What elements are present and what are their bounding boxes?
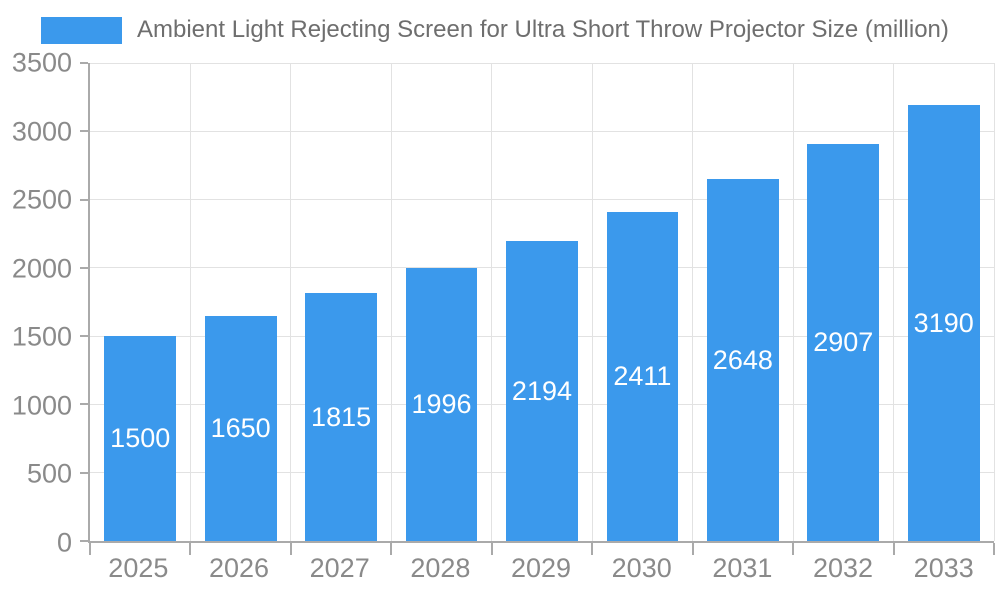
x-axis-tick	[691, 543, 694, 555]
x-axis-tick	[993, 543, 995, 555]
gridline-horizontal	[90, 130, 994, 132]
gridline-vertical	[290, 63, 292, 541]
y-axis-labels: 0 500 1000 1500 2000 2500 3000 3500	[0, 49, 74, 556]
gridline-horizontal	[90, 199, 994, 201]
bar-band: 2907	[793, 63, 893, 541]
gridline-vertical	[591, 63, 593, 541]
x-axis-tick	[189, 543, 192, 555]
x-axis-label: 2029	[510, 553, 572, 583]
y-axis-label: 0	[56, 527, 72, 558]
x-axis-tick	[390, 543, 393, 555]
y-axis-label: 3500	[11, 47, 72, 78]
legend-swatch-icon	[41, 16, 122, 44]
x-axis-tick	[892, 543, 895, 555]
bar-value-label: 1815	[311, 401, 372, 432]
x-axis-label: 2033	[913, 553, 974, 583]
y-axis-tick	[80, 540, 88, 542]
y-axis-tick	[80, 335, 88, 338]
x-axis-label: 2031	[712, 553, 773, 583]
gridline-vertical	[189, 63, 191, 541]
bar-value-label: 3190	[913, 307, 974, 338]
y-axis-tick	[80, 403, 88, 406]
bar-band: 1500	[90, 63, 190, 541]
y-axis-label: 2000	[11, 253, 72, 284]
x-axis-label: 2032	[813, 553, 874, 583]
x-axis-tick	[792, 543, 795, 555]
bar-band: 2194	[492, 63, 592, 541]
x-axis-label: 2027	[309, 553, 370, 583]
x-axis-label: 2030	[611, 553, 672, 583]
x-axis-label: 2028	[410, 553, 471, 583]
y-axis-tick	[80, 198, 88, 201]
x-axis-tick	[591, 543, 594, 555]
bar[interactable]: 1996	[405, 268, 478, 541]
bar-band: 3190	[894, 63, 994, 541]
gridline-vertical	[692, 63, 694, 541]
y-axis-tick	[80, 130, 88, 133]
bar-value-label: 1996	[411, 389, 472, 420]
bar-value-label: 2907	[813, 327, 874, 357]
y-axis-tick	[80, 62, 88, 64]
bar-value-label: 1650	[210, 412, 271, 443]
bar-band: 2411	[592, 63, 692, 541]
bar-value-label: 1500	[110, 423, 171, 454]
y-axis-label: 1000	[11, 390, 72, 421]
x-axis-tick	[89, 543, 91, 555]
y-axis-tick	[80, 266, 88, 269]
gridline-vertical	[993, 63, 995, 541]
gridline-horizontal	[90, 62, 994, 64]
bar-value-label: 2648	[712, 344, 773, 375]
bar-band: 1815	[291, 63, 391, 541]
gridline-vertical	[390, 63, 392, 541]
gridline-vertical	[893, 63, 895, 541]
x-axis-tick	[289, 543, 292, 555]
bar[interactable]: 2411	[606, 211, 679, 541]
legend: Ambient Light Rejecting Screen for Ultra…	[41, 16, 949, 44]
y-axis-label: 500	[26, 458, 72, 489]
bar-value-label: 2194	[511, 375, 572, 406]
legend-item[interactable]: Ambient Light Rejecting Screen for Ultra…	[41, 16, 949, 44]
y-axis-label: 3000	[11, 116, 72, 147]
bar[interactable]: 2194	[506, 241, 578, 541]
bar-value-label: 2411	[613, 360, 672, 391]
x-axis-label: 2026	[208, 553, 270, 583]
bar[interactable]: 1815	[305, 293, 377, 541]
bar[interactable]: 2648	[706, 179, 779, 541]
bar-band: 1996	[391, 63, 491, 541]
y-axis-tick	[80, 471, 88, 474]
x-axis-tick	[490, 543, 493, 555]
bars-layer: 1500 1650 1815 1996 2194 2411 2648 2907 3190	[90, 63, 994, 541]
bar-band: 2648	[693, 63, 793, 541]
gridline-vertical	[491, 63, 493, 541]
bar-band: 1650	[190, 63, 290, 541]
bar[interactable]: 3190	[907, 105, 980, 541]
x-axis-labels: 2025 2026 2027 2028 2029 2030 2031 2032 2033	[88, 553, 994, 584]
y-axis-label: 2500	[11, 184, 72, 215]
y-axis-label: 1500	[11, 321, 72, 352]
gridline-vertical	[792, 63, 794, 541]
chart-title: Ambient Light Rejecting Screen for Ultra…	[137, 16, 949, 43]
bar[interactable]: 2907	[807, 144, 880, 541]
plot-area: 1500 1650 1815 1996 2194 2411 2648 2907 3190	[80, 62, 995, 555]
bar[interactable]: 1650	[204, 315, 277, 541]
x-axis-label: 2025	[108, 553, 169, 583]
bar[interactable]: 1500	[104, 336, 177, 541]
